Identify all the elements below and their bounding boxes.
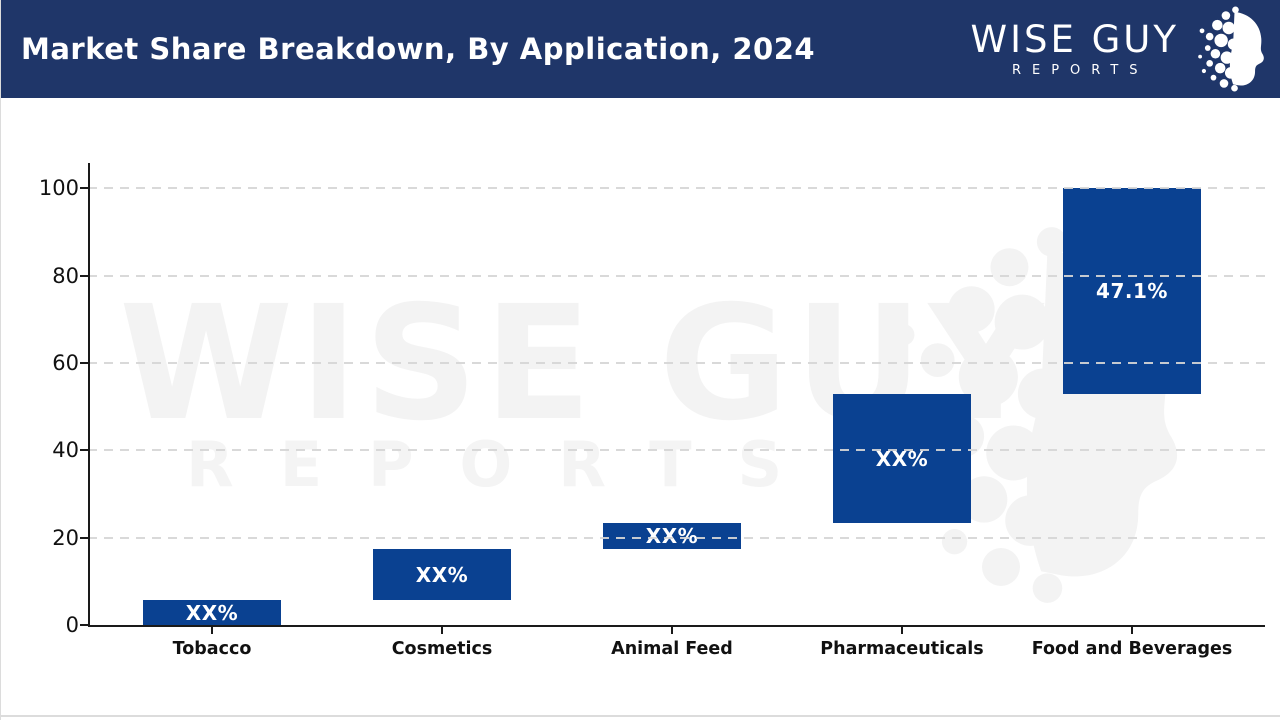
x-axis-category-label-animal-feed: Animal Feed xyxy=(611,639,733,659)
x-axis-tick-pharmaceuticals xyxy=(901,627,903,634)
x-axis-line xyxy=(88,625,1265,627)
bar-food-and-beverages: 47.1% xyxy=(1063,188,1201,395)
x-axis-tick-animal-feed xyxy=(671,627,673,634)
y-axis-tick-label-100: 100 xyxy=(38,176,79,201)
y-axis-tick-label-20: 20 xyxy=(52,525,79,550)
y-axis-tick-40 xyxy=(80,449,88,452)
y-axis-tick-80 xyxy=(80,274,88,277)
bar-value-label-food-and-beverages: 47.1% xyxy=(1096,279,1168,304)
y-axis-tick-20 xyxy=(80,536,88,539)
wiseguy-logo: WISE GUY REPORTS xyxy=(971,4,1280,94)
logo-subtitle: REPORTS xyxy=(1011,63,1149,78)
logo-wordmark: WISE GUY xyxy=(970,18,1179,61)
gridline-80 xyxy=(88,274,1265,277)
wiseguy-logo-text: WISE GUY REPORTS xyxy=(971,21,1179,77)
x-axis-tick-tobacco xyxy=(211,627,213,634)
gridline-60 xyxy=(88,362,1265,365)
wiseguy-face-icon xyxy=(1198,6,1264,92)
y-axis-tick-label-0: 0 xyxy=(65,613,79,637)
x-axis-category-label-tobacco: Tobacco xyxy=(172,639,252,659)
y-axis-tick-60 xyxy=(80,362,88,365)
y-axis-tick-label-40: 40 xyxy=(52,438,79,463)
bar-cosmetics: XX% xyxy=(373,549,511,601)
gridline-40 xyxy=(88,449,1265,452)
bar-value-label-animal-feed: XX% xyxy=(645,524,699,549)
x-axis-category-label-food-and-beverages: Food and Beverages xyxy=(1031,639,1233,659)
bar-value-label-cosmetics: XX% xyxy=(415,562,469,587)
gridline-100 xyxy=(88,187,1265,190)
x-axis-tick-food-and-beverages xyxy=(1131,627,1133,634)
watermark-subtitle: REPORTS xyxy=(186,428,829,501)
y-axis-line xyxy=(88,163,90,627)
bar-animal-feed: XX% xyxy=(603,523,741,550)
y-axis-tick-100 xyxy=(80,187,88,190)
y-axis-tick-0 xyxy=(80,624,88,626)
bottom-border-line xyxy=(1,715,1280,717)
gridline-20 xyxy=(88,536,1265,539)
bar-value-label-tobacco: XX% xyxy=(185,600,239,625)
x-axis-tick-cosmetics xyxy=(441,627,443,634)
bar-pharmaceuticals: XX% xyxy=(833,394,971,524)
y-axis-tick-label-60: 60 xyxy=(52,351,79,376)
page-title: Market Share Breakdown, By Application, … xyxy=(21,32,816,66)
x-axis-category-label-cosmetics: Cosmetics xyxy=(391,639,493,659)
bar-tobacco: XX% xyxy=(143,600,281,625)
y-axis-tick-label-80: 80 xyxy=(52,263,79,288)
x-axis-category-label-pharmaceuticals: Pharmaceuticals xyxy=(820,639,984,659)
header-bar: Market Share Breakdown, By Application, … xyxy=(1,0,1280,98)
